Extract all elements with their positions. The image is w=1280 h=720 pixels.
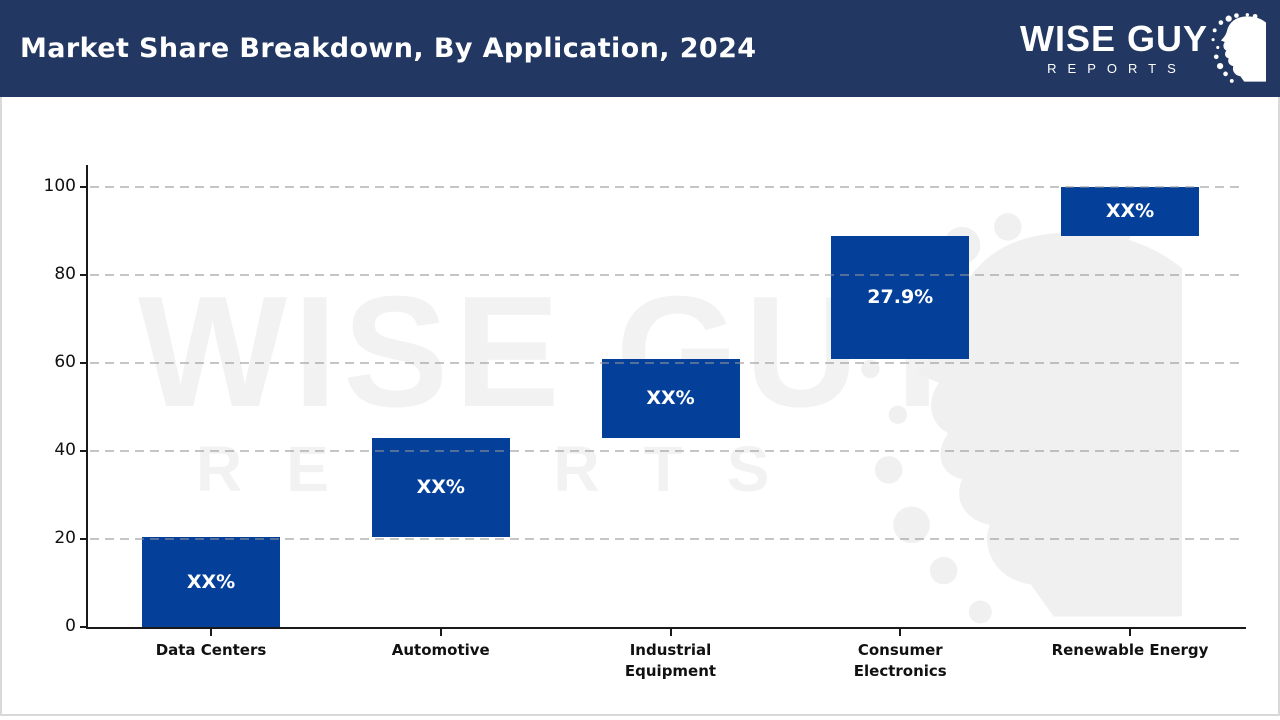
wiseguy-logo: WISE GUY REPORTS (1020, 10, 1266, 88)
y-tick-mark-20 (80, 538, 87, 540)
y-tick-label-100: 100 (43, 176, 76, 196)
x-tick-mark-0 (210, 629, 212, 636)
bar-value-label: XX% (186, 570, 236, 593)
logo-wiseguy-text: WISE GUY (1019, 18, 1208, 59)
x-tick-mark-2 (669, 629, 672, 636)
bar-value-label: XX% (416, 476, 465, 499)
bar-value-label: XX% (646, 387, 695, 410)
bar-renewable-energy: XX% (1061, 187, 1199, 236)
logo-text: WISE GUY REPORTS (1019, 18, 1208, 77)
y-tick-label-80: 80 (54, 264, 76, 284)
y-tick-mark-100 (80, 186, 87, 188)
gridline-80 (90, 274, 1245, 276)
y-tick-mark-0 (80, 626, 87, 628)
gridline-20 (90, 538, 1245, 540)
logo-reports-text: REPORTS (1047, 61, 1187, 76)
x-category-label-3: Consumer Electronics (853, 641, 947, 680)
x-tick-mark-4 (1129, 629, 1131, 636)
y-tick-mark-60 (80, 362, 87, 364)
y-axis-line (86, 165, 88, 629)
header: Market Share Breakdown, By Application, … (0, 0, 1280, 97)
y-tick-label-0: 0 (65, 616, 76, 636)
y-tick-label-40: 40 (54, 440, 76, 460)
gridline-40 (90, 450, 1245, 452)
y-tick-mark-80 (80, 274, 87, 276)
y-tick-label-20: 20 (54, 528, 76, 548)
bar-industrial-equipment: XX% (601, 358, 740, 438)
x-category-label-4: Renewable Energy (1051, 641, 1209, 659)
gridline-60 (90, 362, 1245, 364)
x-category-label-1: Automotive (391, 641, 490, 659)
x-tick-mark-3 (899, 629, 902, 636)
bar-automotive: XX% (371, 437, 510, 537)
y-tick-label-60: 60 (54, 352, 76, 372)
x-category-label-2: Industrial Equipment (624, 641, 717, 680)
x-tick-mark-1 (439, 629, 442, 636)
chart-title: Market Share Breakdown, By Application, … (20, 33, 757, 64)
gridline-100 (90, 186, 1245, 188)
y-tick-mark-40 (80, 450, 87, 452)
bar-value-label: 27.9% (867, 286, 934, 309)
bar-value-label: XX% (1105, 200, 1155, 223)
x-category-label-0: Data Centers (155, 641, 267, 659)
x-axis-line (86, 627, 1246, 629)
bar-data-centers: XX% (142, 536, 280, 627)
wiseguy-face-icon (1211, 12, 1266, 83)
bar-consumer-electronics: 27.9% (831, 235, 970, 359)
